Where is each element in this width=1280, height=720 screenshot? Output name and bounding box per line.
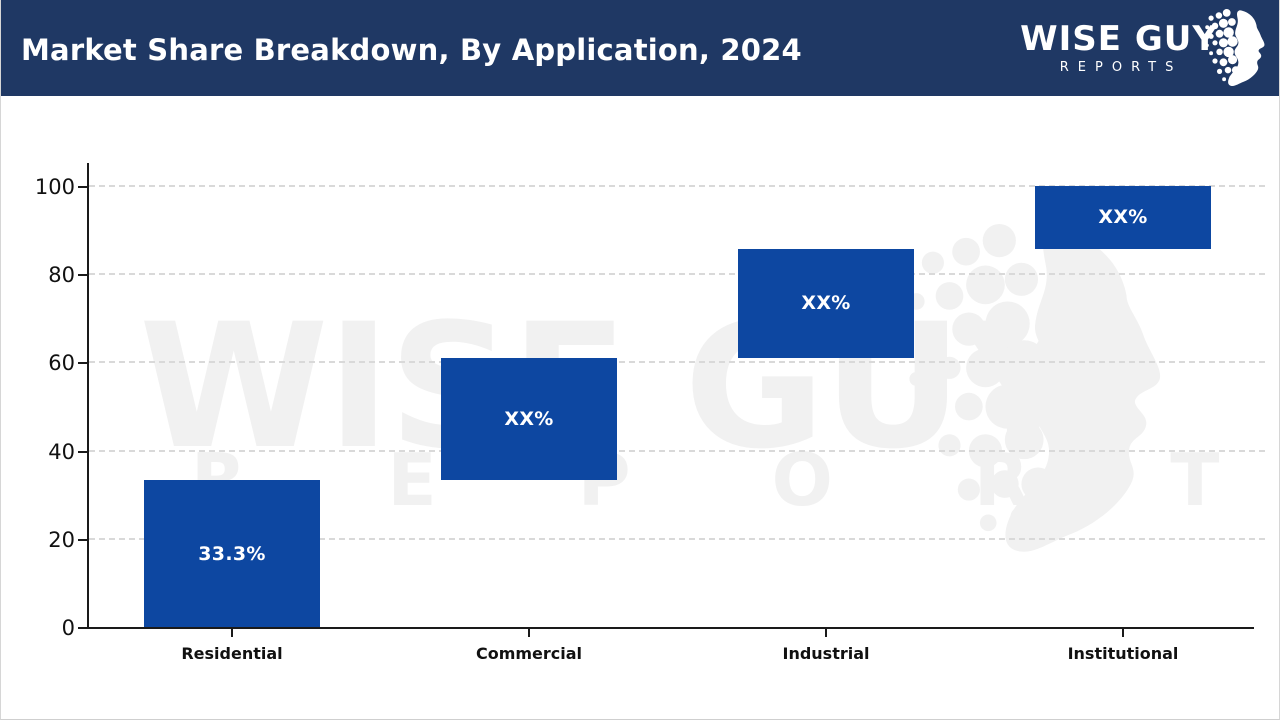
x-tickmark-industrial: [825, 629, 827, 637]
y-tick-label-20: 20: [48, 527, 75, 552]
y-tick-label-0: 0: [61, 616, 75, 640]
x-tickmark-commercial: [528, 629, 530, 637]
x-tickmark-residential: [231, 629, 233, 637]
bar-institutional: XX%: [1035, 186, 1211, 249]
y-axis-spine: [87, 163, 89, 629]
brand-face-icon: [1205, 9, 1265, 86]
bar-industrial: XX%: [738, 248, 914, 358]
bar-value-label: XX%: [1098, 206, 1148, 229]
y-tick-label-40: 40: [48, 439, 75, 464]
x-tickmark-institutional: [1122, 629, 1124, 637]
gridline-40: [89, 449, 1265, 452]
brand-subtitle: REPORTS: [1059, 59, 1183, 75]
y-tickmark-100: [78, 186, 87, 188]
y-tick-label-60: 60: [48, 351, 75, 376]
y-tickmark-20: [78, 538, 87, 541]
brand-logo: WISE GUY REPORTS: [1020, 9, 1267, 87]
gridline-80: [89, 273, 1265, 276]
y-tick-label-100: 100: [34, 175, 75, 199]
x-tick-label-commercial: Commercial: [475, 644, 583, 663]
bar-residential: 33.3%: [144, 480, 320, 627]
brand-name: WISE GUY: [1020, 18, 1218, 59]
bar-value-label: XX%: [504, 407, 554, 430]
bar-value-label: 33.3%: [198, 542, 266, 565]
y-tickmark-0: [78, 627, 87, 629]
bar-commercial: XX%: [441, 357, 617, 481]
y-tickmark-40: [78, 450, 87, 453]
x-axis-spine: [87, 627, 1254, 629]
header-banner: Market Share Breakdown, By Application, …: [1, 0, 1279, 96]
gridline-20: [89, 537, 1265, 540]
y-tickmark-80: [78, 274, 87, 277]
bar-value-label: XX%: [801, 292, 851, 315]
x-tick-label-residential: Residential: [181, 644, 283, 663]
y-tickmark-60: [78, 362, 87, 365]
gridline-100: [89, 185, 1265, 187]
chart-area: WISE GUY R E P O R T S 33.3%XX%XX%XX%020…: [1, 96, 1279, 719]
gridline-60: [89, 361, 1265, 364]
chart-title: Market Share Breakdown, By Application, …: [21, 33, 802, 67]
x-tick-label-institutional: Institutional: [1067, 644, 1179, 663]
y-tick-label-80: 80: [48, 263, 75, 288]
plot-area: 33.3% XX% XX% XX% 0 20 40 60 80 100 Residential Com…: [1, 96, 1279, 719]
x-tick-label-industrial: Industrial: [782, 644, 870, 663]
